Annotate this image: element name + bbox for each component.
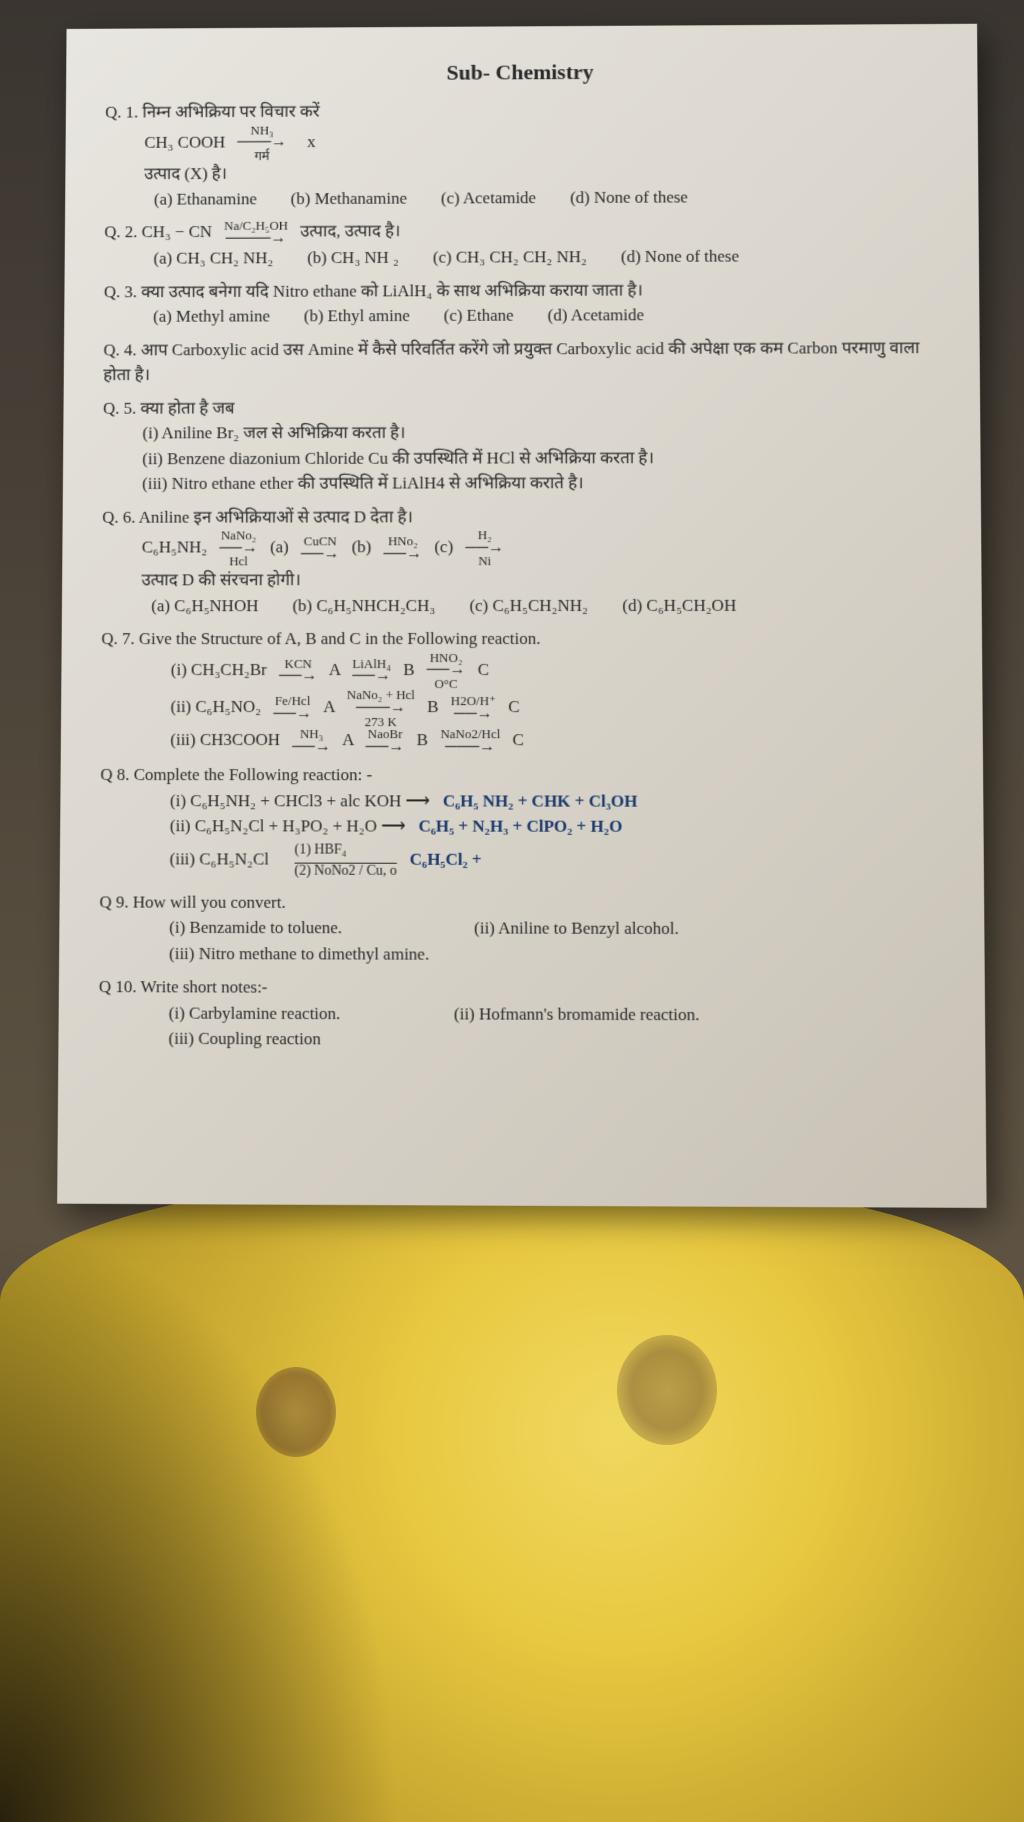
q3-opt-c: (c) Ethane [444,303,514,328]
q6-opt-d: (d) C₆H₅CH₂OH [622,593,736,619]
q3-opt-b: (b) Ethyl amine [304,304,410,330]
q8-label: Q 8. [100,765,129,784]
q6-text: Aniline इन अभिक्रियाओं से उत्पाद D देता … [139,507,413,526]
q5-i: (i) Aniline Br₂ जल से अभिक्रिया करता है। [142,419,940,446]
q1-opt-a: (a) Ethanamine [154,186,257,211]
question-1: Q. 1. निम्न अभिक्रिया पर विचार करें CH₃ … [105,96,939,212]
q7-label: Q. 7. [101,629,134,648]
q7-text: Give the Structure of A, B and C in the … [139,629,541,648]
q5-iii: (iii) Nitro ethane ether की उपस्थिति में… [142,470,941,497]
shadow-overlay [0,1222,400,1822]
q2-opt-a: (a) CH₃ CH₂ NH₂ [153,246,273,272]
q6-prod-b: (b) [352,538,372,557]
q1-product: x [307,132,315,151]
q1-opt-d: (d) None of these [570,184,688,210]
q6-opt-c: (c) C₆H₅CH₂NH₂ [469,593,588,619]
q5-label: Q. 5. [103,399,136,418]
q6-reactant: C₆H₅NH₂ [142,538,208,557]
q8-i: (i) C₆H₅NH₂ + CHCl3 + alc KOH ⟶ [170,791,430,810]
question-5: Q. 5. क्या होता है जब (i) Aniline Br₂ जल… [102,394,940,497]
question-8: Q 8. Complete the Following reaction: - … [100,762,944,882]
q10-iii: (iii) Coupling reaction [168,1026,944,1054]
q6-opt-a: (a) C₆H₅NHOH [151,593,258,618]
q9-text: How will you convert. [133,892,286,911]
q7-ii: (ii) C₆H₅NO₂ [170,697,261,716]
paper-title: Sub- Chemistry [105,53,937,90]
q5-ii: (ii) Benzene diazonium Chloride Cu की उप… [142,445,940,472]
q1-opt-b: (b) Methanamine [291,186,407,212]
q3-text: क्या उत्पाद बनेगा यदि Nitro ethane को Li… [141,281,643,301]
exam-paper: Sub- Chemistry Q. 1. निम्न अभिक्रिया पर … [57,24,986,1208]
q7-iii: (iii) CH3COOH [170,730,280,749]
q1-text: निम्न अभिक्रिया पर विचार करें [142,102,319,121]
q2-text: उत्पाद, उत्पाद है। [300,222,400,241]
q5-text: क्या होता है जब [140,399,234,418]
q9-iii: (iii) Nitro methane to dimethyl amine. [169,941,944,969]
q6-arrow3: HNo₂ ──→ [384,536,423,562]
q9-i: (i) Benzamide to toluene. [169,915,470,941]
q8-iii-hand: C₆H₅Cl₂ + [410,849,482,868]
q2-arrow: Na/C₂H₅OH ────→ [224,220,288,246]
q1-opt-c: (c) Acetamide [441,185,536,211]
q4-label: Q. 4. [103,340,136,359]
q6-label: Q. 6. [102,508,135,527]
q8-iii: (iii) C₆H₅N₂Cl [170,849,269,868]
q6-arrow2: CuCN ──→ [301,536,340,562]
q7-i: (i) CH₃CH₂Br [171,660,267,679]
q6-result: उत्पाद D की संरचना होगी। [141,567,941,593]
q8-ii-hand: C₆H₅ + N₂H₃ + ClPO₂ + H₂O [418,817,622,836]
q2-label: Q. 2. [104,223,137,242]
q9-ii: (ii) Aniline to Benzyl alcohol. [474,919,679,939]
q1-reactant: CH₃ COOH [144,132,225,151]
q9-label: Q 9. [99,892,128,911]
q10-i: (i) Carbylamine reaction. [169,1000,450,1027]
q8-i-hand: C₆H₅ NH₂ + CHK + Cl₃OH [443,791,638,810]
q6-arrow1: NaNo₂ ──→ Hcl [219,530,258,568]
q3-opt-d: (d) Acetamide [548,303,644,329]
q2-opt-d: (d) None of these [621,244,739,270]
q8-text: Complete the Following reaction: - [134,765,373,784]
question-6: Q. 6. Aniline इन अभिक्रियाओं से उत्पाद D… [102,504,942,619]
q10-text: Write short notes:- [140,977,267,997]
q2-opt-c: (c) CH₃ CH₂ CH₂ NH₂ [433,245,587,271]
q3-label: Q. 3. [104,282,137,301]
question-9: Q 9. How will you convert. (i) Benzamide… [99,889,944,968]
q10-label: Q 10. [99,977,137,996]
q8-ii: (ii) C₆H₅N₂Cl + H₃PO₂ + H₂O ⟶ [170,817,406,836]
q6-opt-b: (b) C₆H₅NHCH₂CH₃ [292,593,435,619]
q3-opt-a: (a) Methyl amine [153,304,270,330]
q6-arrow4: H₂ ──→ Ni [465,530,504,568]
q6-prod-c: (c) [434,537,453,556]
q10-ii: (ii) Hofmann's bromamide reaction. [454,1004,700,1024]
question-7: Q. 7. Give the Structure of A, B and C i… [101,626,943,755]
question-2: Q. 2. CH₃ − CN Na/C₂H₅OH ────→ उत्पाद, उ… [104,217,939,272]
q1-arrow: NH₃ ───→ गर्म [237,124,287,161]
question-10: Q 10. Write short notes:- (i) Carbylamin… [98,974,944,1054]
q1-label: Q. 1. [105,103,138,122]
q4-text: आप Carboxylic acid उस Amine में कैसे परि… [103,338,919,384]
q2-opt-b: (b) CH₃ NH ₂ [307,245,399,270]
q2-reactant: CH₃ − CN [142,222,212,241]
q6-prod-a: (a) [270,538,289,557]
question-3: Q. 3. क्या उत्पाद बनेगा यदि Nitro ethane… [104,277,940,330]
question-4: Q. 4. आप Carboxylic acid उस Amine में कै… [103,335,940,388]
